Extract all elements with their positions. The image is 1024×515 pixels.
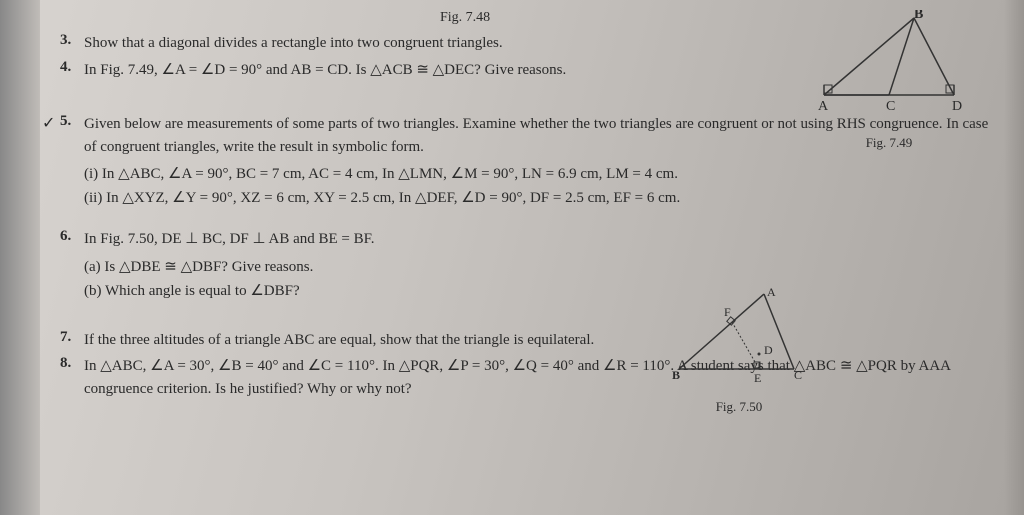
label-B: B [914, 10, 923, 22]
q4-number: 4. [60, 59, 84, 82]
q4-text: In Fig. 7.49, ∠A = ∠D = 90° and AB = CD.… [84, 59, 780, 82]
q6-number: 6. [60, 228, 84, 251]
question-6: 6. In Fig. 7.50, DE ⊥ BC, DF ⊥ AB and BE… [60, 228, 680, 251]
q8-text: In △ABC, ∠A = 30°, ∠B = 40° and ∠C = 110… [84, 355, 1004, 400]
question-8: 8. In △ABC, ∠A = 30°, ∠B = 40° and ∠C = … [60, 355, 1004, 400]
label-A2: A [767, 285, 776, 299]
content-area: Fig. 7.48 B A C D Fig. 7.49 3. Show that… [60, 10, 1004, 400]
label-D2: D [764, 343, 773, 357]
q6-text: In Fig. 7.50, DE ⊥ BC, DF ⊥ AB and BE = … [84, 228, 680, 251]
right-edge-shadow [1004, 0, 1024, 515]
fig-750-caption: Fig. 7.50 [664, 399, 814, 415]
figure-750: A B C F E D Fig. 7.50 [664, 274, 814, 394]
q6-part-a: (a) Is △DBE ≅ △DBF? Give reasons. [84, 255, 704, 279]
figure-749: B A C D Fig. 7.49 [804, 10, 974, 130]
page-curve [0, 0, 40, 515]
q6-part-b: (b) Which angle is equal to ∠DBF? [84, 279, 704, 303]
checkmark-icon: ✓ [42, 113, 55, 133]
label-F2: F [724, 305, 731, 319]
q5-part-ii: (ii) In △XYZ, ∠Y = 90°, XZ = 6 cm, XY = … [84, 186, 1004, 210]
q7-text: If the three altitudes of a triangle ABC… [84, 329, 1004, 352]
label-B2: B [672, 368, 680, 382]
q5-number: 5. [60, 113, 84, 158]
label-C: C [886, 99, 895, 114]
q8-number: 8. [60, 355, 84, 400]
label-C2: C [794, 368, 802, 382]
q3-number: 3. [60, 32, 84, 55]
question-7: 7. If the three altitudes of a triangle … [60, 329, 1004, 352]
q5-intro: Given below are measurements of some par… [84, 113, 1004, 158]
question-5: 5. Given below are measurements of some … [60, 113, 1004, 158]
question-4: 4. In Fig. 7.49, ∠A = ∠D = 90° and AB = … [60, 59, 780, 82]
q5-part-i: (i) In △ABC, ∠A = 90°, BC = 7 cm, AC = 4… [84, 162, 1004, 186]
label-D: D [952, 99, 962, 114]
q3-text: Show that a diagonal divides a rectangle… [84, 32, 780, 55]
label-E2: E [754, 371, 761, 385]
label-A: A [818, 99, 829, 114]
question-3: 3. Show that a diagonal divides a rectan… [60, 32, 780, 55]
q7-number: 7. [60, 329, 84, 352]
